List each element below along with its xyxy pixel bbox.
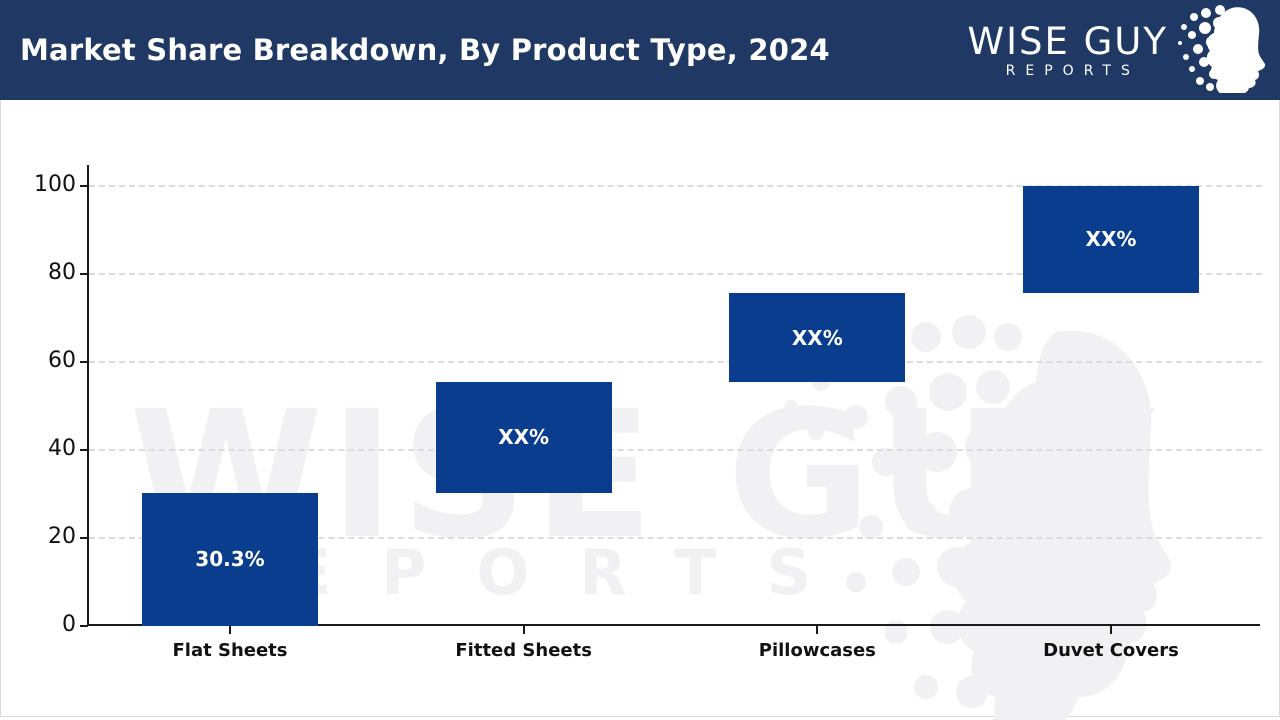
bar: 30.3% <box>142 492 318 626</box>
gridline <box>89 184 1262 187</box>
bar-value-label: XX% <box>498 425 550 450</box>
bar: XX% <box>729 293 906 382</box>
bar-value-label: XX% <box>1085 227 1137 252</box>
x-axis-line <box>87 624 1260 626</box>
y-tick-mark <box>80 184 88 187</box>
x-category-label: Flat Sheets <box>172 640 288 661</box>
bar-value-label: XX% <box>791 325 843 350</box>
y-tick-mark <box>80 272 88 275</box>
logo-wordmark-bottom: REPORTS <box>1005 62 1140 79</box>
logo-wordmark-top: WISE GUY <box>967 19 1168 63</box>
gridline <box>89 272 1262 275</box>
y-tick-mark <box>80 360 88 363</box>
y-tick-label: 60 <box>48 347 76 373</box>
x-tick-mark <box>1110 626 1112 634</box>
y-tick-mark <box>80 536 88 539</box>
x-tick-mark <box>816 626 819 634</box>
logo-text: WISE GUY REPORTS <box>968 23 1168 78</box>
y-tick-mark <box>80 448 88 451</box>
wise-guy-reports-logo: WISE GUY REPORTS <box>968 3 1280 97</box>
gridline <box>89 448 1262 451</box>
bar: XX% <box>435 381 612 493</box>
x-tick-mark <box>229 626 231 634</box>
dotted-head-logo-icon <box>1170 3 1266 97</box>
gridline <box>89 360 1262 363</box>
bar: XX% <box>1023 185 1199 294</box>
x-category-label: Fitted Sheets <box>455 640 592 661</box>
y-tick-label: 40 <box>48 435 76 461</box>
x-category-label: Duvet Covers <box>1043 640 1179 661</box>
header-bar: Market Share Breakdown, By Product Type,… <box>0 0 1280 100</box>
y-tick-label: 20 <box>48 523 76 549</box>
x-tick-mark <box>522 626 525 634</box>
y-tick-label: 100 <box>34 171 76 197</box>
y-tick-label: 80 <box>48 259 76 285</box>
page-title: Market Share Breakdown, By Product Type,… <box>20 33 830 67</box>
x-category-label: Pillowcases <box>758 640 876 661</box>
y-tick-mark <box>80 625 88 627</box>
bar-value-label: 30.3% <box>195 547 265 572</box>
y-axis-line <box>87 165 89 626</box>
y-tick-label: 0 <box>62 612 76 637</box>
gridline <box>89 536 1262 539</box>
